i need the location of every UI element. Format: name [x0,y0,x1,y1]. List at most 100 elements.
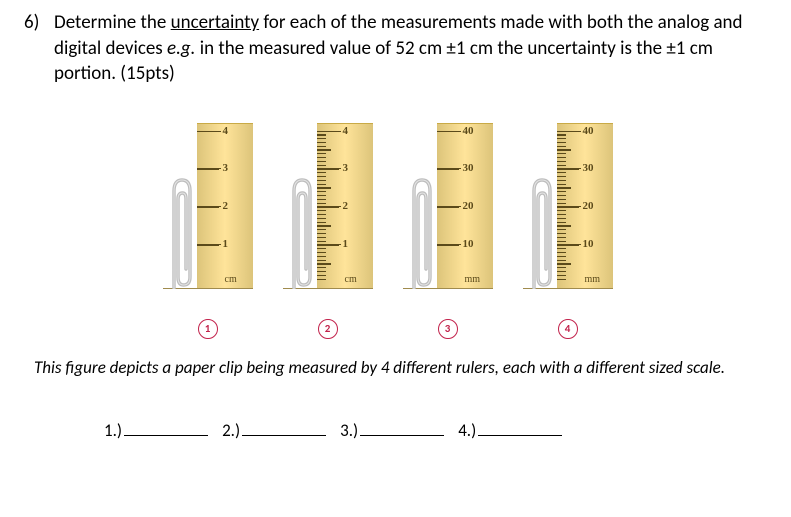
answer-blank[interactable] [360,435,444,436]
tick-minor [557,260,566,261]
tick-minor [317,233,326,234]
tick-minor [557,233,566,234]
tick-minor [317,184,326,185]
tick-half [557,225,571,226]
tick-minor [557,229,566,230]
tick-minor [317,241,326,242]
tick-major [557,131,579,132]
tick-major [557,244,579,245]
figure-caption: This figure depicts a paper clip being m… [24,357,751,378]
tick-major [557,168,579,169]
ruler-area: 40302010mm [403,123,493,313]
question-number: 6) [24,10,54,87]
tick-half [317,187,331,188]
question-row: 6) Determine the uncertainty for each of… [24,10,751,87]
tick-minor [557,218,566,219]
tick-minor [317,275,326,276]
tick-minor [557,157,566,158]
ruler-panel: 40302010mm 3 [403,123,493,339]
tick-minor [557,199,566,200]
tick-label: 40 [583,125,594,137]
tick-minor [557,252,566,253]
tick-minor [317,252,326,253]
tick-minor [317,191,326,192]
tick-label: 10 [463,238,474,250]
tick-label: 4 [223,125,229,137]
q-eg: e.g. [167,37,195,60]
ruler-panel: 4321cm 2 [283,123,373,339]
tick-minor [317,248,326,249]
tick-minor [557,214,566,215]
tick-minor [557,248,566,249]
tick-minor [557,210,566,211]
tick-label: 20 [463,200,474,212]
tick-minor [557,142,566,143]
tick-half [317,225,331,226]
tick-major [557,206,579,207]
tick-major [317,168,339,169]
ruler-unit-label: cm [345,274,357,285]
tick-minor [557,172,566,173]
tick-major [317,131,339,132]
tick-minor [317,256,326,257]
answer-blank[interactable] [478,435,562,436]
tick-major [197,131,219,132]
tick-half [317,149,331,150]
tick-label: 2 [343,200,349,212]
tick-label: 10 [583,238,594,250]
answer-blanks: 1.)2.)3.)4.) [24,420,751,441]
tick-minor [317,214,326,215]
tick-minor [317,229,326,230]
panel-badge: 1 [198,319,218,339]
tick-minor [317,199,326,200]
tick-minor [317,134,326,135]
ruler-area: 4321cm [163,123,253,313]
paperclip-icon [527,177,557,289]
tick-minor [557,165,566,166]
ruler-unit-label: cm [225,274,237,285]
tick-major [317,244,339,245]
figure-row: 4321cm 14321cm 240302010mm 340302010mm 4 [24,123,751,339]
tick-minor [317,157,326,158]
ruler-panel: 40302010mm 4 [523,123,613,339]
ruler-panel: 4321cm 1 [163,123,253,339]
tick-minor [317,165,326,166]
tick-minor [317,271,326,272]
ruler-area: 4321cm [283,123,373,313]
tick-minor [317,153,326,154]
tick-minor [317,172,326,173]
tick-minor [557,237,566,238]
paperclip-icon [167,177,197,289]
panel-badge: 3 [438,319,458,339]
ruler-unit-label: mm [585,274,601,285]
q-underlined: uncertainty [171,11,259,34]
tick-minor [557,191,566,192]
paperclip-icon [287,177,317,289]
tick-minor [557,184,566,185]
answer-blank[interactable] [242,435,326,436]
answer-item: 2.) [222,420,326,441]
tick-minor [317,146,326,147]
tick-minor [557,203,566,204]
tick-major [197,244,219,245]
tick-half [317,263,331,264]
tick-minor [317,138,326,139]
tick-minor [557,271,566,272]
tick-minor [557,256,566,257]
tick-minor [557,138,566,139]
tick-label: 3 [343,162,349,174]
tick-minor [317,279,326,280]
tick-minor [317,142,326,143]
tick-minor [557,153,566,154]
paperclip-icon [407,177,437,289]
tick-minor [557,279,566,280]
tick-half [557,187,571,188]
answer-item: 3.) [340,420,444,441]
tick-label: 20 [583,200,594,212]
tick-minor [557,134,566,135]
tick-minor [317,203,326,204]
answer-blank[interactable] [124,435,208,436]
tick-minor [557,161,566,162]
tick-minor [557,275,566,276]
tick-minor [557,195,566,196]
